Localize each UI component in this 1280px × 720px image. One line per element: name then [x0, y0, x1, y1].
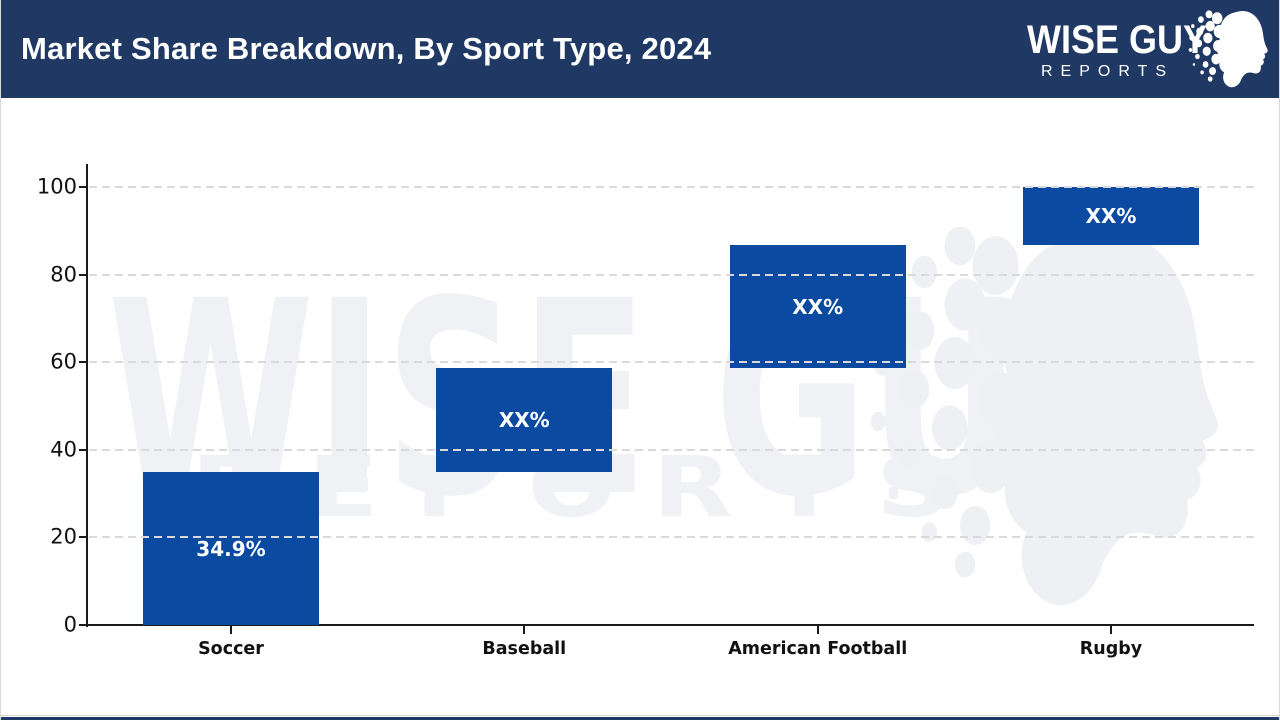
- gridline-80: [89, 273, 1254, 276]
- y-tick-mark-0: [79, 624, 87, 626]
- bar-label-baseball: XX%: [498, 408, 550, 433]
- x-tick-mark-baseball: [523, 626, 526, 634]
- gridline-20: [89, 536, 1254, 539]
- y-tick-mark-60: [79, 361, 87, 364]
- y-tick-label-60: 60: [50, 349, 77, 374]
- y-tick-label-100: 100: [36, 174, 77, 199]
- category-label-soccer: Soccer: [198, 639, 264, 659]
- gridline-40: [89, 448, 1254, 451]
- y-tick-mark-20: [79, 536, 87, 539]
- bottom-hairline: [1, 715, 1279, 716]
- y-tick-label-40: 40: [50, 437, 77, 462]
- gridline-60: [89, 361, 1254, 364]
- y-tick-label-0: 0: [63, 612, 77, 637]
- footer-strip: [1, 717, 1279, 720]
- bar-baseball: XX%: [436, 368, 613, 473]
- y-tick-label-80: 80: [50, 262, 77, 287]
- header-bar: Market Share Breakdown, By Sport Type, 2…: [1, 0, 1279, 98]
- bar-american-football: XX%: [729, 244, 906, 369]
- bar-soccer: 34.9%: [143, 472, 319, 625]
- wiseguy-logo: WISE GUY REPORTS: [1027, 10, 1268, 88]
- logo-text-line1: WISE GUY: [1027, 18, 1207, 62]
- gridline-100: [89, 186, 1254, 188]
- bar-rugby: XX%: [1023, 187, 1199, 245]
- x-tick-mark-soccer: [230, 626, 232, 634]
- category-label-rugby: Rugby: [1079, 639, 1143, 659]
- bar-label-soccer: 34.9%: [196, 536, 266, 561]
- bar-label-rugby: XX%: [1085, 203, 1137, 228]
- category-label-american-football: American Football: [728, 639, 908, 659]
- x-tick-mark-american-football: [816, 626, 819, 634]
- y-tick-mark-40: [79, 448, 87, 451]
- bar-label-american-football: XX%: [792, 294, 844, 319]
- x-tick-mark-rugby: [1110, 626, 1112, 634]
- y-axis-line: [86, 164, 88, 627]
- y-tick-mark-100: [79, 186, 87, 188]
- category-label-baseball: Baseball: [482, 639, 567, 659]
- y-tick-label-20: 20: [50, 524, 77, 549]
- x-axis-line: [86, 624, 1254, 626]
- page-title: Market Share Breakdown, By Sport Type, 2…: [21, 31, 712, 66]
- logo-text-line2: REPORTS: [1041, 63, 1174, 80]
- y-tick-mark-80: [79, 273, 87, 276]
